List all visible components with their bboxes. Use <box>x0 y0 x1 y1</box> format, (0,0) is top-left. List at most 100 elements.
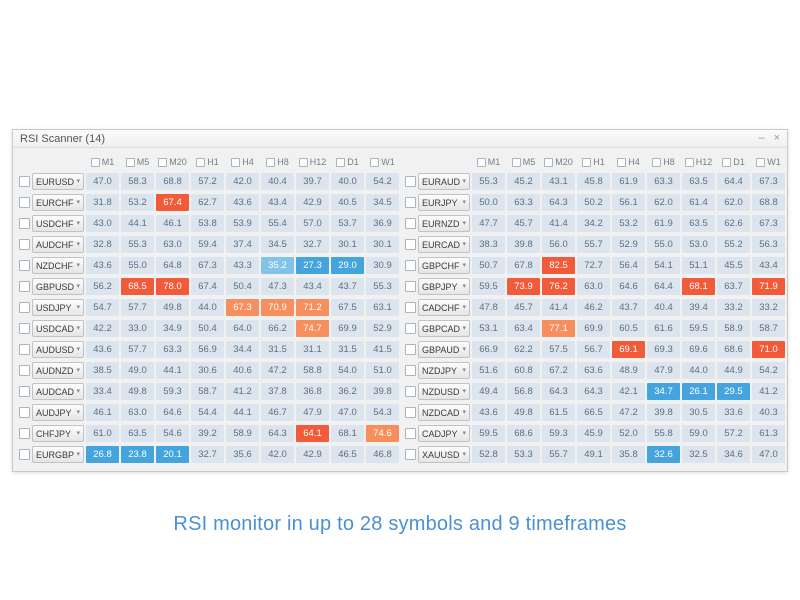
row-checkbox-gbpusd[interactable] <box>19 281 30 292</box>
timeframe-header-row: M1 M5 M20 H1 H4 H8 H12 D1 W1 <box>19 153 397 171</box>
symbol-select-usdjpy[interactable]: USDJPY ▾ <box>32 299 84 316</box>
tf-checkbox-h8[interactable] <box>266 157 276 167</box>
symbol-select-usdcad[interactable]: USDCAD ▾ <box>32 320 84 337</box>
symbol-select-eurnzd[interactable]: EURNZD ▾ <box>418 215 470 232</box>
row-checkbox-audchf[interactable] <box>19 239 30 250</box>
tf-checkbox-h12[interactable] <box>684 157 694 167</box>
symbol-row-gbpaud: GBPAUD ▾ 66.9 62.2 57.5 56.7 69.1 69.3 69.6 68.6 7… <box>405 339 785 360</box>
rsi-cell-gbpaud-d1: 68.6 <box>717 341 750 358</box>
symbol-select-gbpusd[interactable]: GBPUSD ▾ <box>32 278 84 295</box>
close-icon[interactable]: × <box>773 132 780 144</box>
symbol-select-cadchf[interactable]: CADCHF ▾ <box>418 299 470 316</box>
symbol-select-nzdcad[interactable]: NZDCAD ▾ <box>418 404 470 421</box>
tf-checkbox-d1[interactable] <box>336 157 346 167</box>
rsi-cell-audnzd-m5: 49.0 <box>121 362 154 379</box>
rsi-cell-audnzd-d1: 54.0 <box>331 362 364 379</box>
row-checkbox-audusd[interactable] <box>19 344 30 355</box>
symbol-label: EURGBP <box>36 449 75 460</box>
tf-checkbox-m1[interactable] <box>90 157 100 167</box>
tf-checkbox-w1[interactable] <box>370 157 380 167</box>
symbol-select-eurchf[interactable]: EURCHF ▾ <box>32 194 84 211</box>
row-checkbox-usdchf[interactable] <box>19 218 30 229</box>
rsi-cell-audcad-h8: 37.8 <box>261 383 294 400</box>
symbol-select-audchf[interactable]: AUDCHF ▾ <box>32 236 84 253</box>
window-title: RSI Scanner (14) <box>20 132 105 145</box>
symbol-select-audusd[interactable]: AUDUSD ▾ <box>32 341 84 358</box>
row-checkbox-usdjpy[interactable] <box>19 302 30 313</box>
symbol-select-gbpaud[interactable]: GBPAUD ▾ <box>418 341 470 358</box>
symbol-select-chfjpy[interactable]: CHFJPY ▾ <box>32 425 84 442</box>
rsi-cell-euraud-h8: 63.3 <box>647 173 680 190</box>
tf-checkbox-m5[interactable] <box>125 157 135 167</box>
tf-checkbox-h1[interactable] <box>196 157 206 167</box>
symbol-row-audchf: AUDCHF ▾ 32.8 55.3 63.0 59.4 37.4 34.5 32.7 30.1 3… <box>19 234 399 255</box>
rsi-cell-eurchf-h12: 42.9 <box>296 194 329 211</box>
tf-checkbox-d1[interactable] <box>722 157 732 167</box>
tf-checkbox-w1[interactable] <box>756 157 766 167</box>
row-checkbox-euraud[interactable] <box>405 176 416 187</box>
symbol-select-eurgbp[interactable]: EURGBP ▾ <box>32 446 84 463</box>
row-checkbox-gbpchf[interactable] <box>405 260 416 271</box>
symbol-select-xauusd[interactable]: XAUUSD ▾ <box>418 446 470 463</box>
row-checkbox-eurcad[interactable] <box>405 239 416 250</box>
symbol-row-xauusd: XAUUSD ▾ 52.8 53.3 55.7 49.1 35.8 32.6 32.5 34.6 4… <box>405 444 785 465</box>
symbol-select-nzdusd[interactable]: NZDUSD ▾ <box>418 383 470 400</box>
tf-checkbox-m5[interactable] <box>511 157 521 167</box>
row-checkbox-audcad[interactable] <box>19 386 30 397</box>
tf-checkbox-h1[interactable] <box>582 157 592 167</box>
tf-checkbox-m1[interactable] <box>476 157 486 167</box>
minimize-icon[interactable]: – <box>758 132 765 144</box>
row-checkbox-xauusd[interactable] <box>405 449 416 460</box>
tf-checkbox-h12[interactable] <box>298 157 308 167</box>
row-checkbox-audjpy[interactable] <box>19 407 30 418</box>
row-checkbox-gbpjpy[interactable] <box>405 281 416 292</box>
symbol-row-gbpcad: GBPCAD ▾ 53.1 63.4 77.1 69.9 60.5 61.6 59.5 58.9 5… <box>405 318 785 339</box>
symbol-select-eurusd[interactable]: EURUSD ▾ <box>32 173 84 190</box>
row-checkbox-cadchf[interactable] <box>405 302 416 313</box>
rsi-cell-eurjpy-m20: 64.3 <box>542 194 575 211</box>
row-checkbox-eurusd[interactable] <box>19 176 30 187</box>
row-checkbox-eurjpy[interactable] <box>405 197 416 208</box>
rsi-cell-audusd-m20: 63.3 <box>156 341 189 358</box>
row-checkbox-eurnzd[interactable] <box>405 218 416 229</box>
row-checkbox-eurgbp[interactable] <box>19 449 30 460</box>
rsi-cell-usdjpy-m5: 57.7 <box>121 299 154 316</box>
row-checkbox-chfjpy[interactable] <box>19 428 30 439</box>
tf-checkbox-m20[interactable] <box>544 157 554 167</box>
symbol-select-eurjpy[interactable]: EURJPY ▾ <box>418 194 470 211</box>
rsi-cell-eurcad-d1: 55.2 <box>717 236 750 253</box>
symbol-select-cadjpy[interactable]: CADJPY ▾ <box>418 425 470 442</box>
symbol-select-gbpchf[interactable]: GBPCHF ▾ <box>418 257 470 274</box>
symbol-row-gbpjpy: GBPJPY ▾ 59.5 73.9 76.2 63.0 64.6 64.4 68.1 63.7 7… <box>405 276 785 297</box>
row-checkbox-nzdchf[interactable] <box>19 260 30 271</box>
chevron-down-icon: ▾ <box>462 262 466 269</box>
symbol-select-gbpjpy[interactable]: GBPJPY ▾ <box>418 278 470 295</box>
symbol-select-usdchf[interactable]: USDCHF ▾ <box>32 215 84 232</box>
tf-checkbox-h8[interactable] <box>652 157 662 167</box>
rsi-cell-eurjpy-w1: 68.8 <box>752 194 785 211</box>
row-checkbox-usdcad[interactable] <box>19 323 30 334</box>
symbol-label: CHFJPY <box>36 428 72 439</box>
symbol-select-nzdchf[interactable]: NZDCHF ▾ <box>32 257 84 274</box>
tf-checkbox-m20[interactable] <box>158 157 168 167</box>
symbol-select-audjpy[interactable]: AUDJPY ▾ <box>32 404 84 421</box>
symbol-select-euraud[interactable]: EURAUD ▾ <box>418 173 470 190</box>
row-checkbox-nzdjpy[interactable] <box>405 365 416 376</box>
row-checkbox-eurchf[interactable] <box>19 197 30 208</box>
symbol-select-nzdjpy[interactable]: NZDJPY ▾ <box>418 362 470 379</box>
tf-checkbox-h4[interactable] <box>231 157 241 167</box>
symbol-select-audnzd[interactable]: AUDNZD ▾ <box>32 362 84 379</box>
rsi-cell-gbpaud-h12: 69.6 <box>682 341 715 358</box>
tf-checkbox-h4[interactable] <box>617 157 627 167</box>
row-checkbox-cadjpy[interactable] <box>405 428 416 439</box>
row-checkbox-gbpcad[interactable] <box>405 323 416 334</box>
row-checkbox-gbpaud[interactable] <box>405 344 416 355</box>
symbol-select-eurcad[interactable]: EURCAD ▾ <box>418 236 470 253</box>
rsi-cell-gbpcad-d1: 58.9 <box>717 320 750 337</box>
row-checkbox-nzdcad[interactable] <box>405 407 416 418</box>
symbol-select-audcad[interactable]: AUDCAD ▾ <box>32 383 84 400</box>
row-checkbox-nzdusd[interactable] <box>405 386 416 397</box>
symbol-select-gbpcad[interactable]: GBPCAD ▾ <box>418 320 470 337</box>
row-checkbox-audnzd[interactable] <box>19 365 30 376</box>
tf-header-h4: H4 <box>612 157 645 167</box>
